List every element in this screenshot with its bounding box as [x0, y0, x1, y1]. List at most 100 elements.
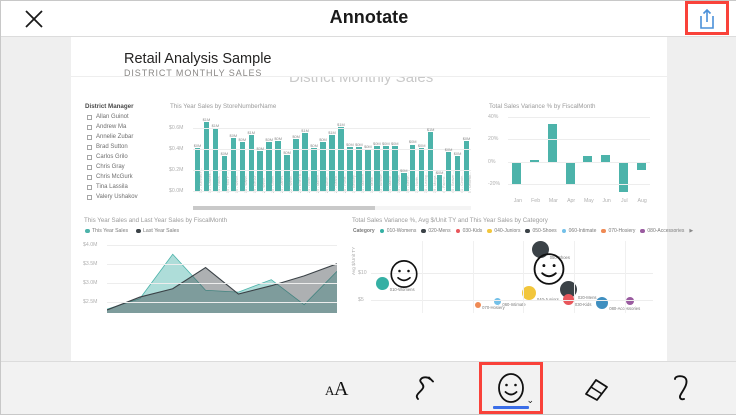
sales-variance-bar-chart[interactable]: Total Sales Variance % by FiscalMonth Ja…	[486, 103, 658, 209]
scatter-bubble[interactable]	[494, 298, 502, 306]
bar[interactable]	[275, 141, 281, 191]
bar[interactable]	[338, 126, 344, 191]
bar[interactable]	[194, 147, 201, 191]
bar[interactable]	[400, 173, 407, 191]
slicer-item-label: Carlos Grilo	[96, 154, 128, 160]
slicer-item-chris-gray[interactable]: Chris Gray	[87, 164, 125, 170]
legend-item-last-year-sales[interactable]: Last Year Sales	[136, 228, 179, 234]
bar[interactable]	[436, 175, 443, 191]
checkbox-icon[interactable]	[87, 174, 92, 180]
chevron-right-icon[interactable]: ▶	[689, 228, 694, 234]
slicer-item-carlos-grilo[interactable]: Carlos Grilo	[87, 154, 128, 160]
checkbox-icon[interactable]	[87, 154, 92, 160]
gridline	[193, 169, 471, 171]
scatter-bubble[interactable]	[375, 277, 389, 291]
legend-item-030-kids[interactable]: 030-Kids	[455, 228, 482, 234]
slicer-item-valery-ushakov[interactable]: Valery Ushakov	[87, 194, 138, 200]
legend-item-this-year-sales[interactable]: This Year Sales	[85, 228, 128, 234]
report-canvas[interactable]: District Monthly Sales Retail Analysis S…	[1, 37, 736, 361]
bar[interactable]	[329, 134, 335, 191]
pen-tool-button[interactable]	[401, 364, 449, 412]
bar[interactable]	[239, 142, 246, 191]
smiley-face-annotation-2[interactable]	[532, 252, 566, 291]
bar[interactable]	[601, 154, 611, 162]
legend-item-040-juniors[interactable]: 040-Juniors	[487, 228, 520, 234]
bar[interactable]	[248, 134, 255, 191]
sticker-tool-button[interactable]: ⌄	[479, 362, 543, 414]
slicer-item-tina-lassila[interactable]: Tina Lassila	[87, 184, 128, 190]
ty-ly-sales-area-chart[interactable]: This Year Sales and Last Year Sales by F…	[81, 217, 343, 327]
checkbox-icon[interactable]	[87, 184, 92, 190]
bar-chart-scrollbar-thumb[interactable]	[193, 206, 375, 210]
legend-item-080-accessories[interactable]: 080-Accessories	[640, 228, 684, 234]
bar[interactable]	[409, 144, 416, 191]
bar[interactable]	[583, 156, 593, 162]
checkbox-icon[interactable]	[87, 114, 92, 120]
store-sales-bar-chart[interactable]: This Year Sales by StoreNumberName 12 - …	[167, 103, 477, 210]
bar-chart-scrollbar-track[interactable]	[193, 206, 471, 210]
bar[interactable]	[203, 122, 210, 191]
checkbox-icon[interactable]	[87, 164, 92, 170]
bar[interactable]	[374, 145, 380, 191]
share-button[interactable]	[685, 2, 729, 36]
text-tool-button[interactable]: A A	[315, 364, 363, 412]
slicer-item-allan-guinot[interactable]: Allan Guinot	[87, 114, 129, 120]
bar[interactable]	[293, 139, 299, 191]
scatter-bubble[interactable]	[531, 240, 549, 258]
legend-item-010-womens[interactable]: 010-Womens	[379, 228, 416, 234]
bar[interactable]	[320, 142, 326, 191]
legend-item-020-mens[interactable]: 020-Mens	[421, 228, 451, 234]
bar[interactable]	[530, 160, 540, 162]
bar[interactable]	[284, 155, 290, 191]
slicer-item-annelie-zubar[interactable]: Annelie Zubar	[87, 134, 133, 140]
bar[interactable]	[565, 161, 575, 185]
bar[interactable]	[418, 147, 425, 191]
scatter-bubble[interactable]	[521, 286, 536, 301]
bar[interactable]	[463, 141, 470, 191]
bar[interactable]	[221, 156, 228, 191]
bar[interactable]	[302, 132, 308, 191]
checkbox-icon[interactable]	[87, 194, 92, 200]
bar[interactable]	[512, 161, 522, 185]
scatter-bubble[interactable]	[475, 302, 482, 308]
eraser-tool-button[interactable]	[573, 364, 621, 412]
x-axis-tick-label: Aug	[637, 198, 647, 204]
area-chart-legend[interactable]: This Year Sales Last Year Sales	[85, 228, 179, 234]
bar[interactable]	[391, 145, 398, 191]
bar[interactable]	[445, 151, 452, 191]
legend-item-060-intimate[interactable]: 060-Intimate	[561, 228, 596, 234]
bar[interactable]	[454, 156, 461, 191]
bar[interactable]	[547, 123, 557, 162]
legend-item-070-hosiery[interactable]: 070-Hosiery	[601, 228, 635, 234]
bar[interactable]	[356, 146, 362, 191]
slicer-item-brad-sutton[interactable]: Brad Sutton	[87, 144, 128, 150]
undo-tool-button[interactable]	[659, 364, 707, 412]
bar[interactable]	[427, 131, 434, 191]
bar[interactable]	[347, 146, 353, 191]
slicer-item-andrew-ma[interactable]: Andrew Ma	[87, 124, 126, 130]
bar[interactable]	[636, 161, 646, 171]
checkbox-icon[interactable]	[87, 144, 92, 150]
smiley-face-annotation-1[interactable]	[389, 259, 419, 294]
y-axis-tick-label: -20%	[488, 180, 501, 187]
bar[interactable]	[230, 138, 237, 191]
slicer-item-chris-mcgurk[interactable]: Chris McGurk	[87, 174, 133, 180]
scatter-bubble[interactable]	[596, 296, 609, 309]
bar[interactable]	[311, 147, 317, 191]
bar[interactable]	[383, 145, 389, 191]
district-manager-slicer[interactable]: District Manager Allan Guinot Andrew Ma …	[81, 103, 161, 203]
bar-data-label: $0M	[462, 136, 471, 142]
bar[interactable]	[257, 150, 264, 191]
bar[interactable]	[618, 161, 628, 192]
scatter-bubble[interactable]	[626, 296, 635, 305]
close-button[interactable]	[23, 8, 45, 30]
category-scatter-chart[interactable]: Total Sales Variance %, Avg $/Unit TY an…	[349, 217, 693, 327]
checkbox-icon[interactable]	[87, 134, 92, 140]
checkbox-icon[interactable]	[87, 124, 92, 130]
chevron-down-icon[interactable]: ⌄	[526, 395, 534, 405]
bar[interactable]	[212, 127, 219, 191]
scatter-chart-legend[interactable]: Category 010-Womens 020-Mens 030-Kids 040-Ju…	[353, 228, 693, 234]
legend-item-050-shoes[interactable]: 050-Shoes	[525, 228, 557, 234]
bar[interactable]	[266, 142, 272, 191]
scatter-bubble[interactable]	[559, 280, 577, 298]
